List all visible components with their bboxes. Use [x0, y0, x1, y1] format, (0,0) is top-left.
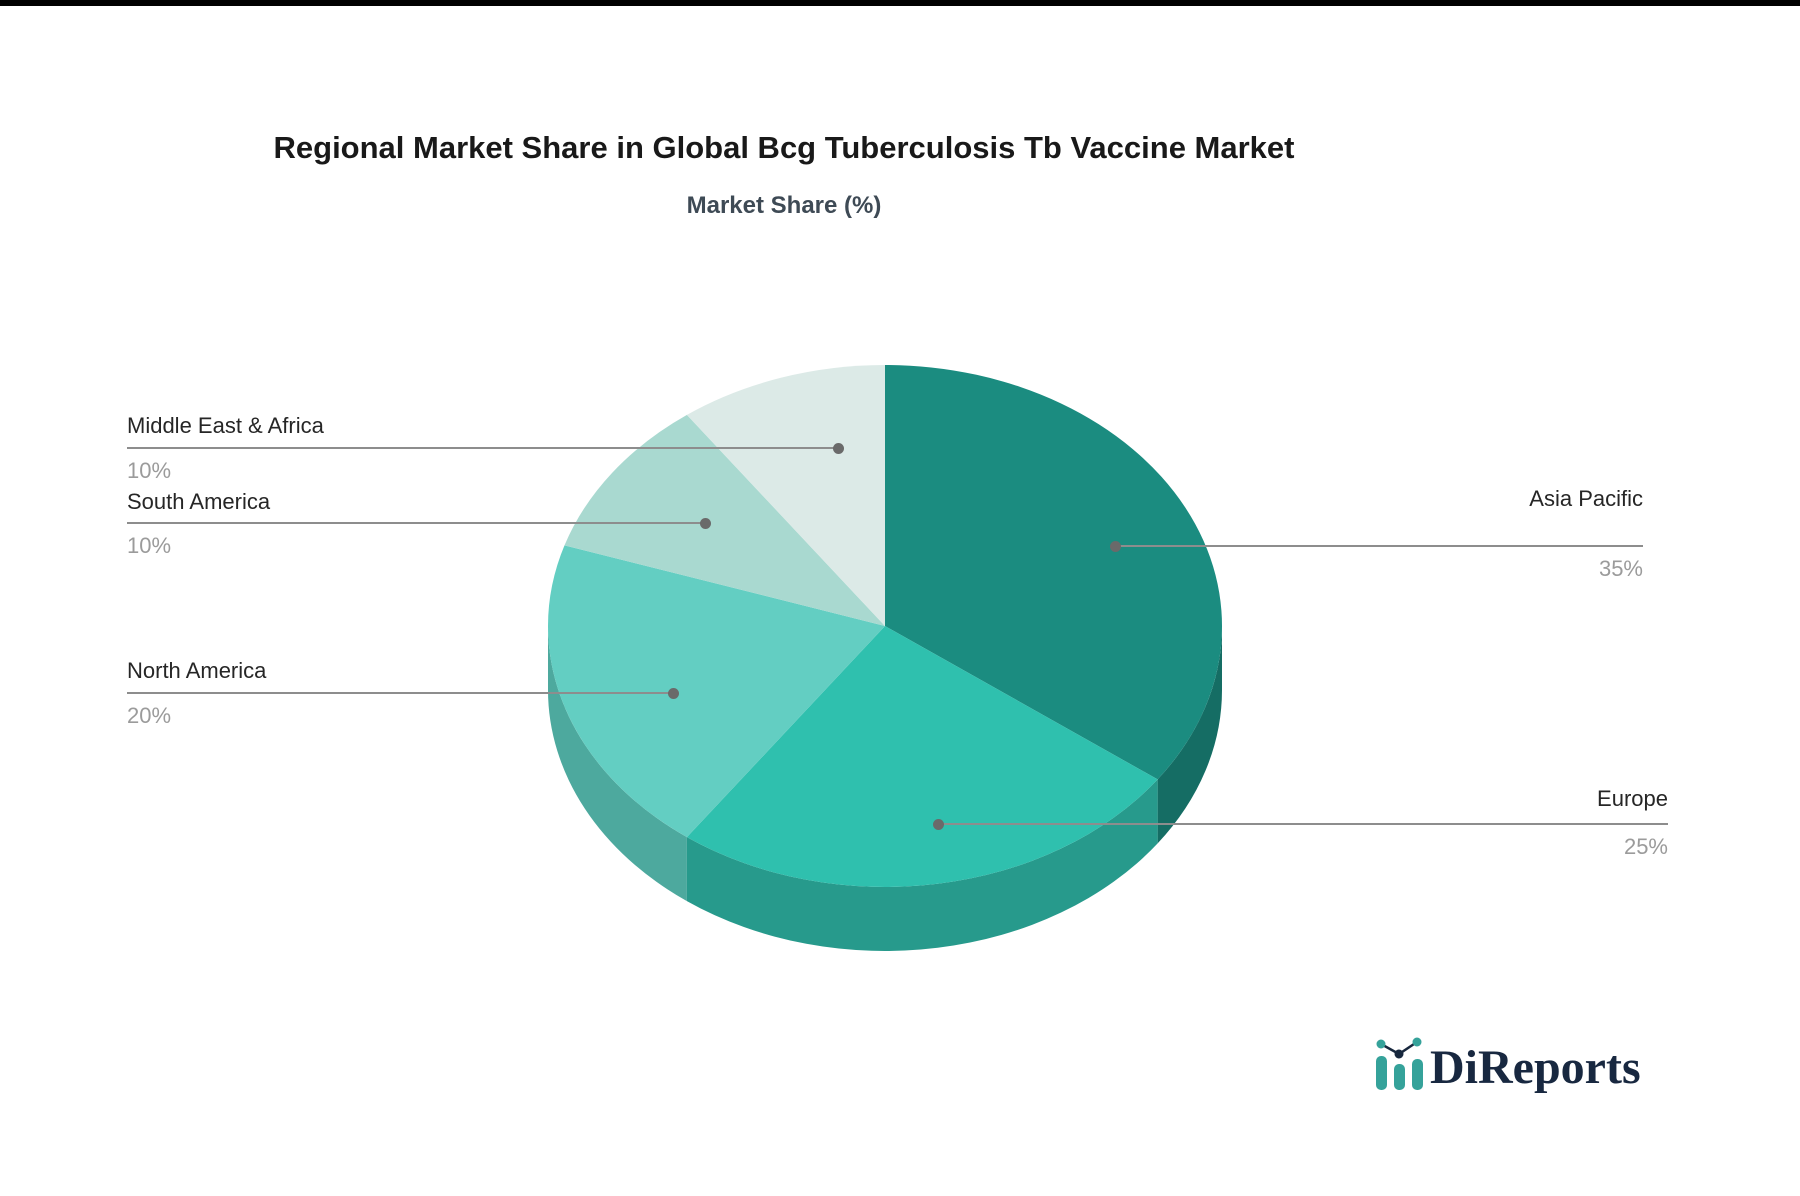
chart-title: Regional Market Share in Global Bcg Tube… — [273, 130, 1295, 165]
pie-slice-europe[interactable] — [686, 626, 1158, 887]
callout-label-middle-east-africa: Middle East & Africa — [127, 413, 324, 438]
pie-rim-europe — [686, 779, 1158, 951]
leader-dot-europe — [932, 818, 944, 830]
callout-value-middle-east-africa: 10% — [127, 458, 172, 483]
top-border — [0, 0, 1800, 6]
leader-line-europe — [938, 823, 1668, 825]
leader-dot-middle-east-africa — [832, 442, 844, 454]
leader-line-middle-east-africa — [127, 447, 838, 449]
logo-text: DiReports — [1430, 1041, 1641, 1094]
leader-line-north-america — [127, 692, 673, 694]
chart-subtitle: Market Share (%) — [686, 192, 882, 219]
logo-graphic: DiReports — [1376, 1037, 1641, 1094]
pie-slice-north-america[interactable] — [547, 545, 885, 838]
pie-slice-asia-pacific[interactable] — [885, 365, 1222, 780]
pie-slice-south-america[interactable] — [564, 414, 885, 626]
leader-dot-south-america — [699, 517, 711, 529]
leader-line-asia-pacific — [1115, 545, 1643, 547]
callout-label-north-america: North America — [127, 658, 267, 683]
pie-rim-asia-pacific — [1157, 626, 1222, 844]
direports-logo: DiReports — [1372, 1036, 1652, 1108]
leader-dot-north-america — [667, 687, 679, 699]
callout-label-europe: Europe — [1597, 786, 1668, 811]
pie-rim-north-america — [548, 626, 687, 902]
callout-value-south-america: 10% — [127, 533, 172, 558]
callout-label-asia-pacific: Asia Pacific — [1529, 486, 1643, 511]
pie-slice-middle-east-africa[interactable] — [686, 365, 885, 626]
callout-value-asia-pacific: 35% — [1598, 556, 1643, 581]
leader-dot-asia-pacific — [1109, 540, 1121, 552]
logo-bar-chart-icon — [1376, 1037, 1423, 1090]
callout-value-north-america: 20% — [127, 703, 172, 728]
callout-value-europe: 25% — [1623, 834, 1668, 859]
leader-line-south-america — [127, 522, 705, 524]
callout-label-south-america: South America — [127, 489, 271, 514]
